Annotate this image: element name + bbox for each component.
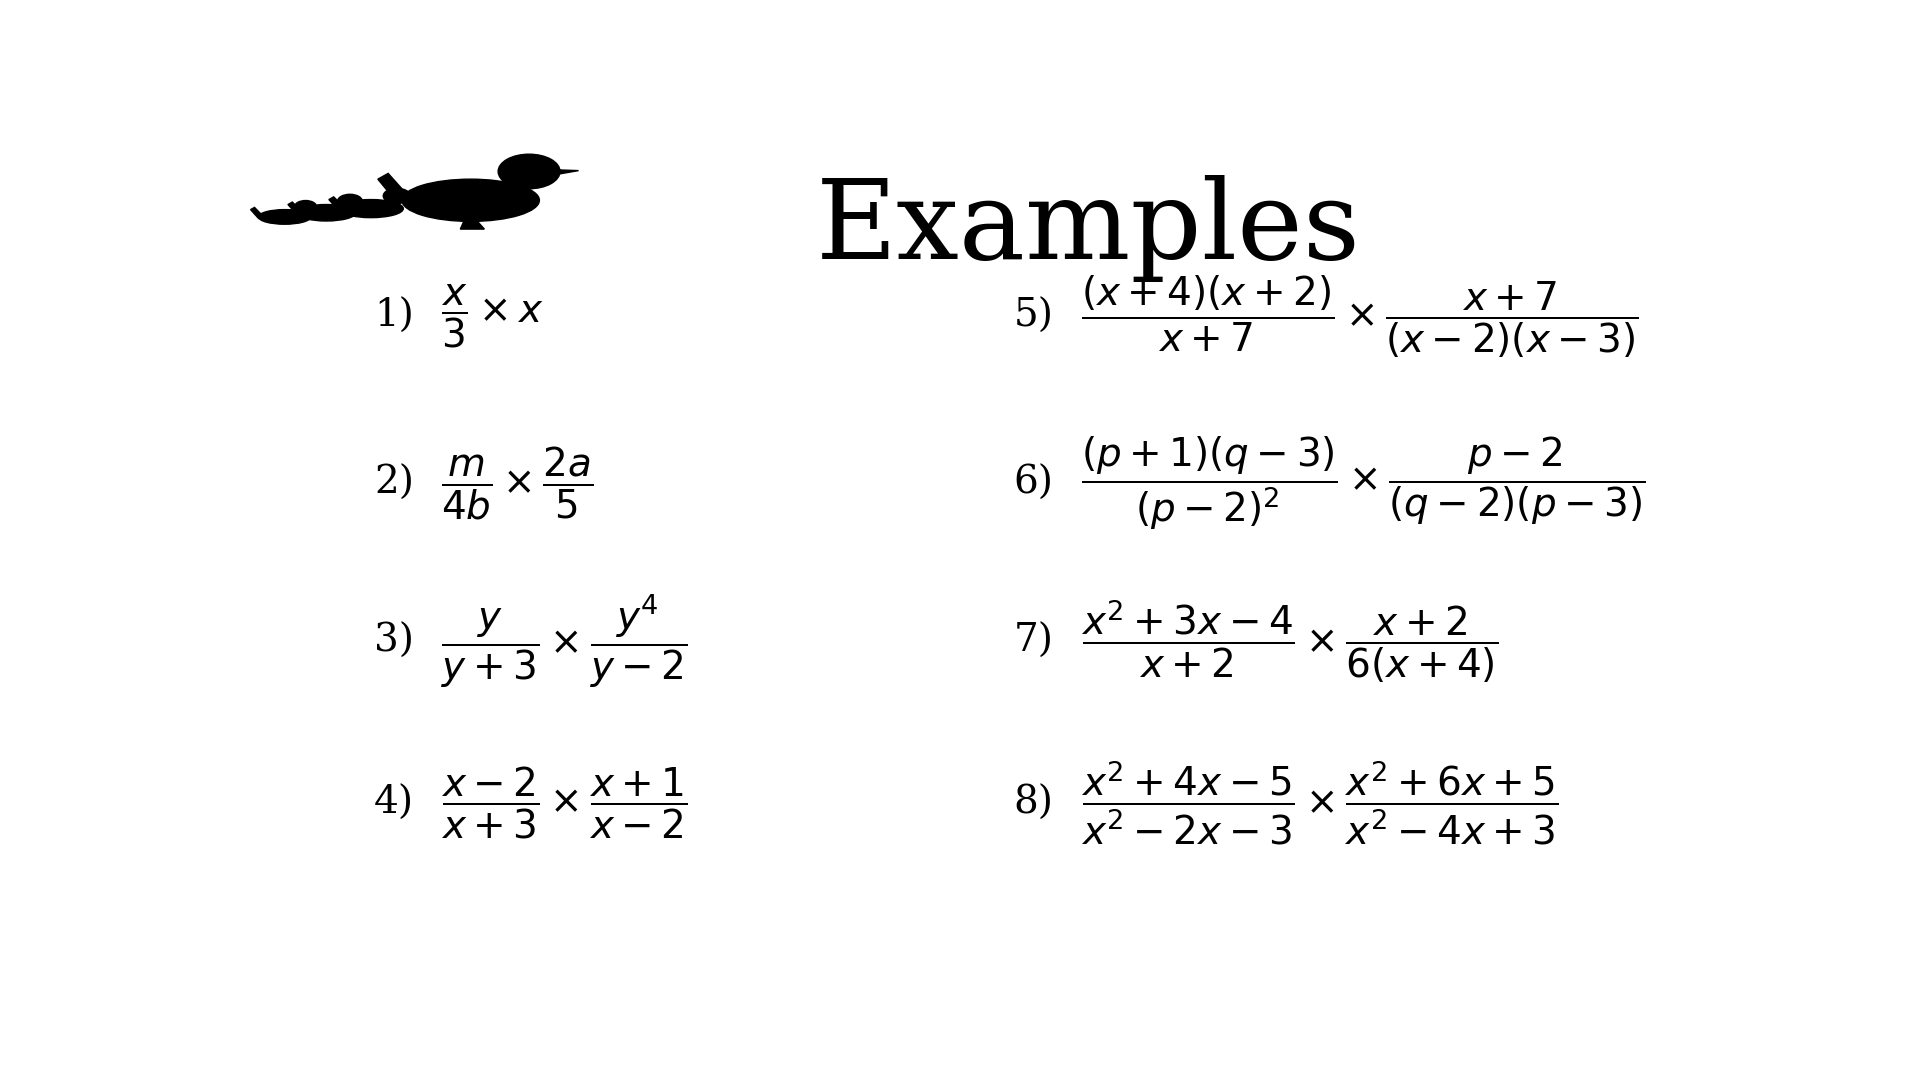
Text: $\dfrac{x^{2}+4x-5}{x^{2}-2x-3}\times\dfrac{x^{2}+6x+5}{x^{2}-4x+3}$: $\dfrac{x^{2}+4x-5}{x^{2}-2x-3}\times\df… <box>1081 759 1559 848</box>
Circle shape <box>384 188 411 203</box>
Text: 7): 7) <box>1014 622 1054 660</box>
Text: $\dfrac{x^{2}+3x-4}{x+2}\times\dfrac{x+2}{6(x+4)}$: $\dfrac{x^{2}+3x-4}{x+2}\times\dfrac{x+2… <box>1081 597 1498 685</box>
Ellipse shape <box>298 204 355 221</box>
Text: 5): 5) <box>1014 298 1054 335</box>
Text: 8): 8) <box>1014 785 1054 822</box>
Polygon shape <box>553 170 578 175</box>
Polygon shape <box>288 202 301 215</box>
Circle shape <box>294 201 317 213</box>
Text: 3): 3) <box>374 622 415 660</box>
Text: $\dfrac{(p+1)(q-3)}{(p-2)^{2}}\times\dfrac{p-2}{(q-2)(p-3)}$: $\dfrac{(p+1)(q-3)}{(p-2)^{2}}\times\dfr… <box>1081 434 1645 532</box>
Circle shape <box>497 154 561 189</box>
Polygon shape <box>378 174 409 204</box>
Polygon shape <box>296 210 305 215</box>
Circle shape <box>338 194 363 208</box>
Ellipse shape <box>338 200 403 218</box>
Polygon shape <box>359 201 369 203</box>
Polygon shape <box>315 206 323 208</box>
Polygon shape <box>407 195 417 198</box>
Ellipse shape <box>401 179 540 221</box>
Text: $\dfrac{x}{3}\times x$: $\dfrac{x}{3}\times x$ <box>442 283 543 350</box>
Ellipse shape <box>259 210 311 225</box>
Polygon shape <box>328 197 344 211</box>
Polygon shape <box>501 181 530 192</box>
Polygon shape <box>338 205 351 211</box>
Text: 2): 2) <box>374 464 415 501</box>
Polygon shape <box>461 221 484 229</box>
Text: $\dfrac{x-2}{x+3}\times\dfrac{x+1}{x-2}$: $\dfrac{x-2}{x+3}\times\dfrac{x+1}{x-2}$ <box>442 765 687 841</box>
Text: 4): 4) <box>374 785 415 822</box>
Text: $\dfrac{m}{4b}\times\dfrac{2a}{5}$: $\dfrac{m}{4b}\times\dfrac{2a}{5}$ <box>442 445 593 522</box>
Text: $\dfrac{(x+4)(x+2)}{x+7}\times\dfrac{x+7}{(x-2)(x-3)}$: $\dfrac{(x+4)(x+2)}{x+7}\times\dfrac{x+7… <box>1081 273 1638 360</box>
Text: $\dfrac{y}{y+3}\times\dfrac{y^{4}}{y-2}$: $\dfrac{y}{y+3}\times\dfrac{y^{4}}{y-2}$ <box>442 593 687 690</box>
Text: Examples: Examples <box>816 175 1361 282</box>
Text: 1): 1) <box>374 298 415 335</box>
Text: 6): 6) <box>1014 464 1054 501</box>
Polygon shape <box>252 207 263 218</box>
Polygon shape <box>384 200 397 206</box>
